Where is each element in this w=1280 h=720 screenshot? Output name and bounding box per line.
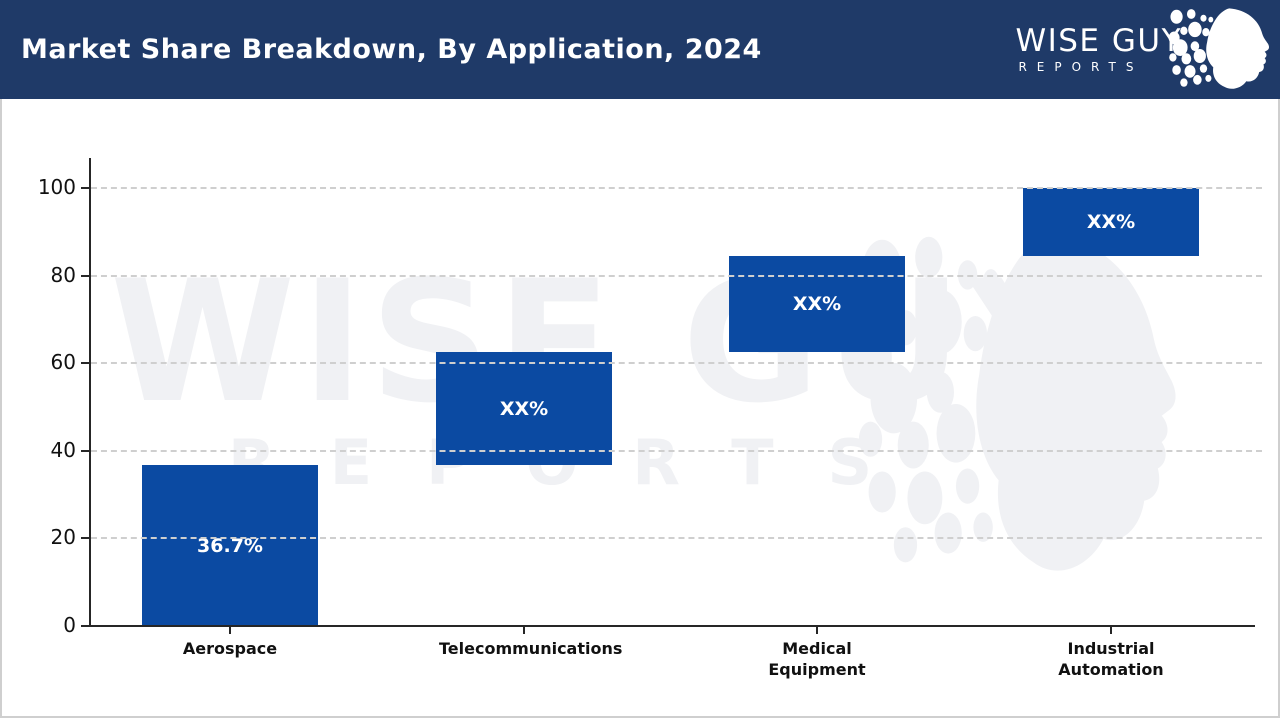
gridline xyxy=(91,274,1262,277)
y-axis-line xyxy=(89,158,91,627)
y-tick-mark xyxy=(81,187,89,189)
header: Market Share Breakdown, By Application, … xyxy=(0,0,1280,99)
bar-value-label: 36.7% xyxy=(197,534,263,557)
logo-wordmark: WISE GUY xyxy=(1015,22,1182,59)
y-tick-mark xyxy=(81,625,89,627)
y-tick-mark xyxy=(81,274,89,277)
x-tick-mark xyxy=(523,626,525,634)
x-category-label: Medical Equipment xyxy=(768,639,866,679)
x-axis-line xyxy=(89,625,1255,627)
gridline xyxy=(91,362,1262,365)
y-tick-mark xyxy=(81,362,89,365)
logo-subtitle: REPORTS xyxy=(1018,59,1144,74)
y-tick-mark xyxy=(81,449,89,452)
gridline xyxy=(91,449,1262,452)
y-tick-label: 40 xyxy=(50,437,76,462)
page-title: Market Share Breakdown, By Application, … xyxy=(21,34,762,65)
logo: WISE GUY REPORTS xyxy=(1015,7,1272,91)
bar: XX% xyxy=(436,352,612,466)
x-tick-mark xyxy=(1110,626,1112,634)
bar: XX% xyxy=(729,255,905,353)
watermark-face-icon xyxy=(856,233,1176,571)
bar-value-label: XX% xyxy=(792,293,842,316)
y-tick-label: 60 xyxy=(50,350,76,375)
bar: 36.7% xyxy=(142,465,318,626)
x-tick-mark xyxy=(229,626,231,634)
y-tick-label: 80 xyxy=(50,262,76,287)
y-tick-mark xyxy=(81,537,89,540)
bar-value-label: XX% xyxy=(1086,210,1136,233)
logo-text: WISE GUY REPORTS xyxy=(1015,22,1182,74)
x-tick-mark xyxy=(816,626,818,634)
gridline xyxy=(91,537,1262,540)
x-category-label: Industrial Automation xyxy=(1058,639,1164,679)
x-category-label: Telecommunications xyxy=(439,639,623,658)
x-category-label: Aerospace xyxy=(182,639,278,658)
bar: XX% xyxy=(1023,188,1199,256)
bar-value-label: XX% xyxy=(499,397,549,420)
y-tick-label: 0 xyxy=(63,613,76,637)
logo-face-icon xyxy=(1168,8,1270,89)
y-tick-label: 100 xyxy=(37,175,76,199)
gridline xyxy=(91,187,1262,189)
y-tick-label: 20 xyxy=(50,525,76,550)
